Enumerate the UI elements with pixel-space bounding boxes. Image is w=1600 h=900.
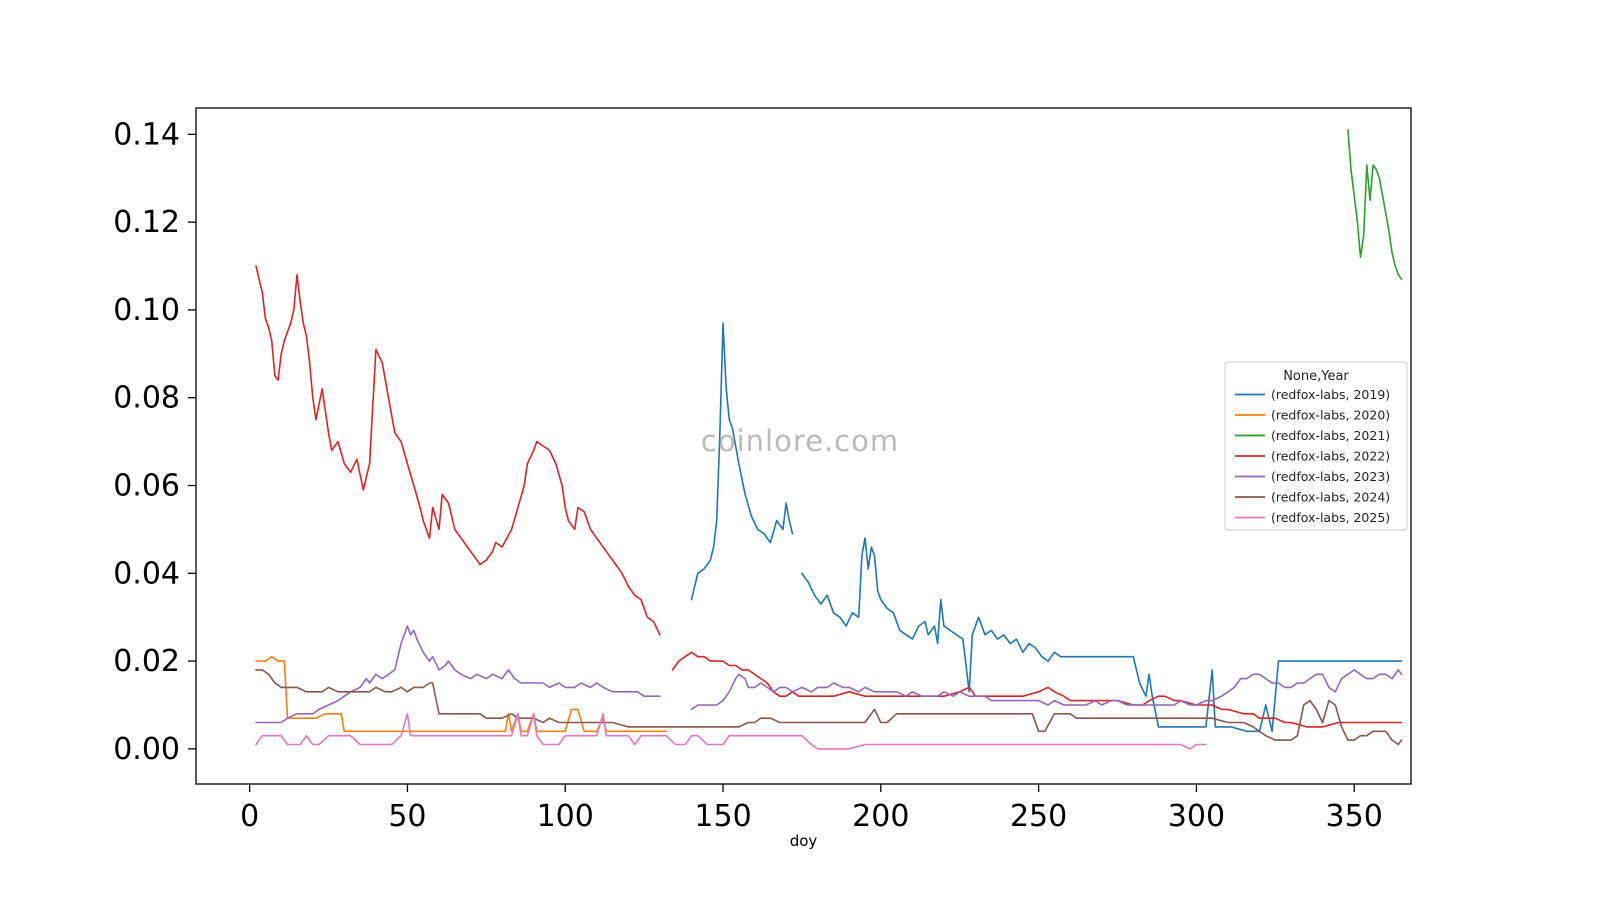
y-tick-label: 0.14	[113, 117, 180, 152]
legend-label-2025: (redfox-labs, 2025)	[1271, 510, 1390, 525]
x-tick-label: 300	[1168, 799, 1225, 834]
x-axis-label: doy	[790, 832, 818, 850]
y-tick-label: 0.00	[113, 732, 180, 767]
y-tick-label: 0.08	[113, 381, 180, 416]
series-line-2019	[690, 322, 1403, 733]
x-tick-label: 150	[694, 799, 751, 834]
x-tick-label: 50	[388, 799, 426, 834]
legend-label-2019: (redfox-labs, 2019)	[1271, 387, 1390, 402]
legend-label-2020: (redfox-labs, 2020)	[1271, 408, 1390, 423]
legend-box	[1224, 361, 1408, 531]
series-line-2025	[255, 713, 1207, 750]
x-tick-label: 0	[240, 799, 259, 834]
y-tick-label: 0.02	[113, 644, 180, 679]
y-tick-label: 0.04	[113, 556, 180, 591]
legend-title: None,Year	[1283, 369, 1349, 384]
legend-label-2022: (redfox-labs, 2022)	[1271, 449, 1390, 464]
x-tick-label: 200	[852, 799, 909, 834]
series-line-2024	[255, 669, 1403, 746]
series-line-2023	[255, 625, 1403, 724]
legend-label-2023: (redfox-labs, 2023)	[1271, 469, 1390, 484]
series-line-2020	[255, 655, 667, 733]
legend-label-2024: (redfox-labs, 2024)	[1271, 490, 1390, 505]
legend-label-2021: (redfox-labs, 2021)	[1271, 428, 1390, 443]
x-tick-label: 250	[1010, 799, 1067, 834]
x-tick-label: 350	[1326, 799, 1383, 834]
y-tick-label: 0.10	[113, 293, 180, 328]
plot-border	[195, 107, 1412, 785]
series-line-2021	[1347, 129, 1403, 280]
y-tick-label: 0.12	[113, 205, 180, 240]
y-tick-label: 0.06	[113, 469, 180, 504]
series-line-2022	[255, 265, 1403, 728]
x-tick-label: 100	[537, 799, 594, 834]
